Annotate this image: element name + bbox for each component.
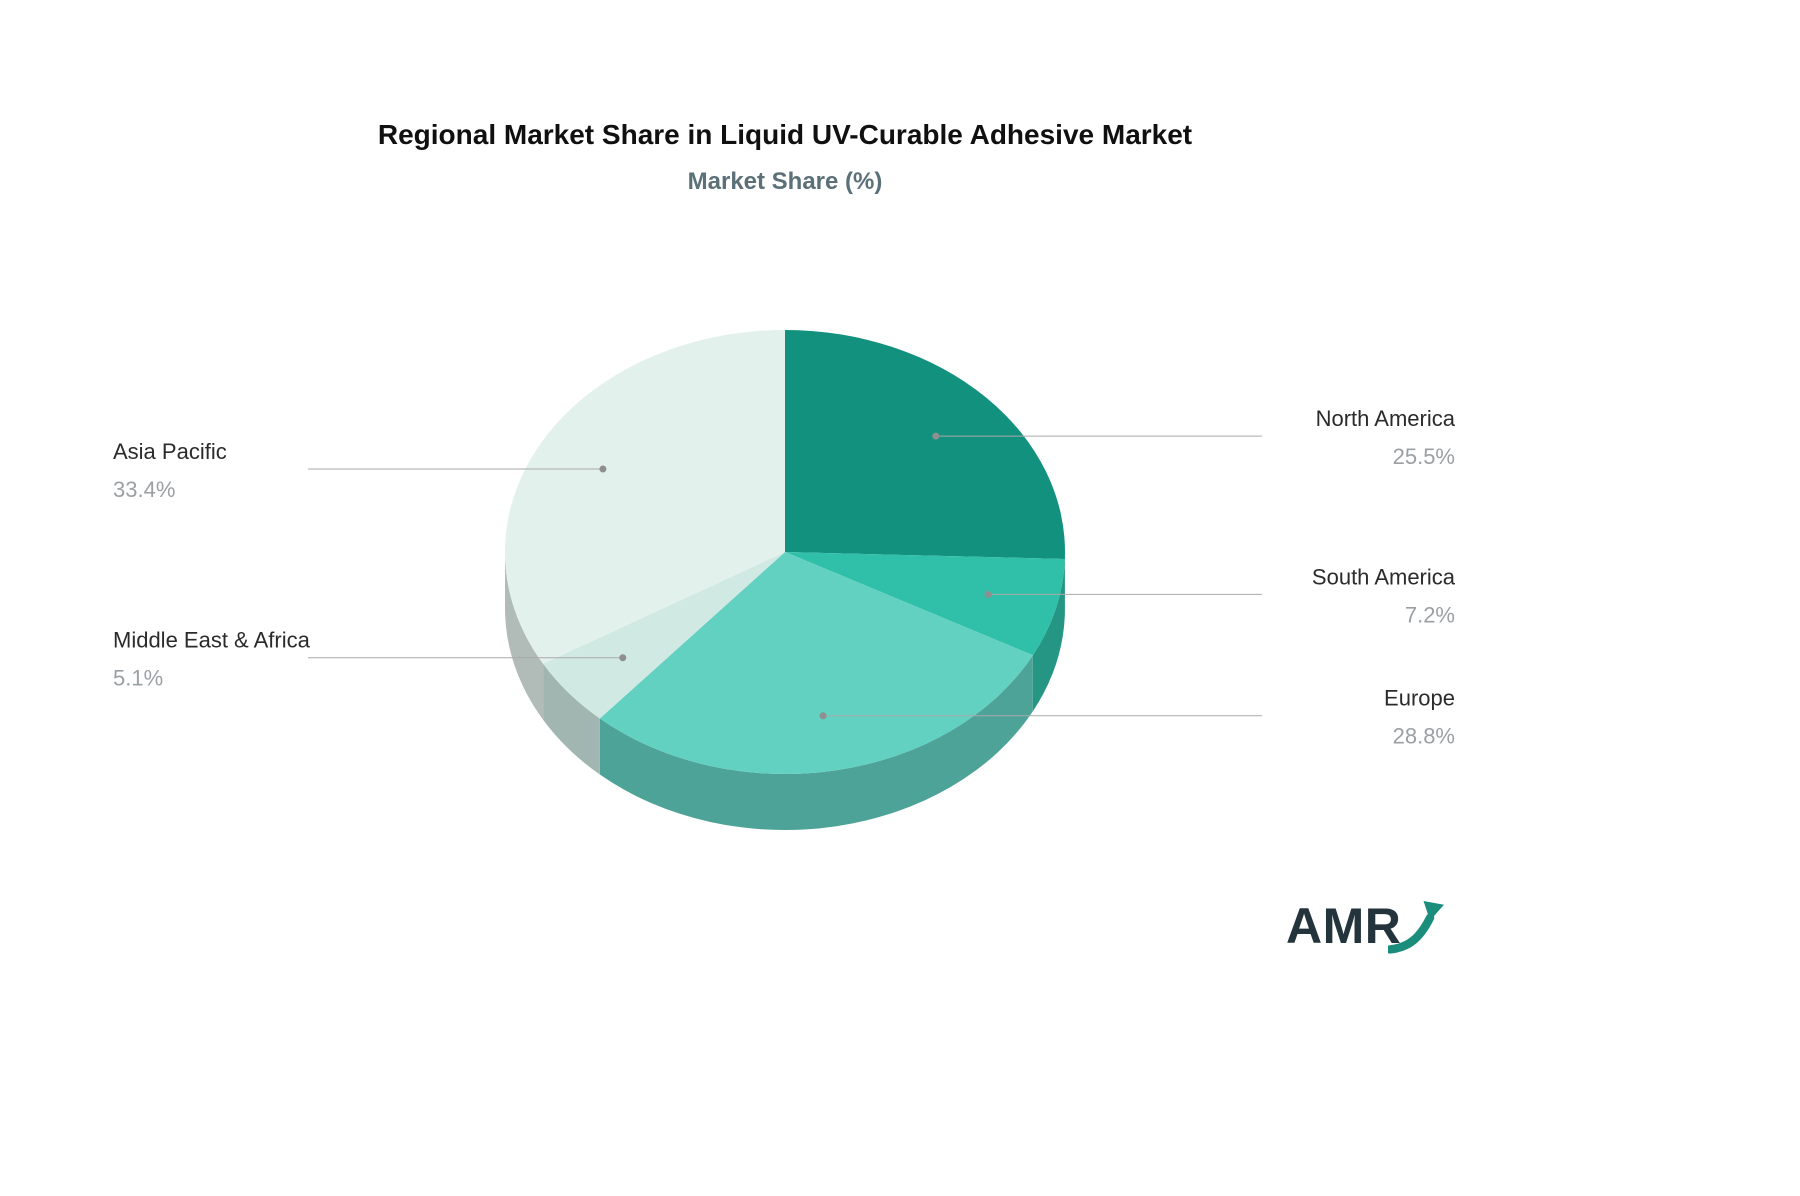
amr-logo-text: AMR — [1286, 898, 1402, 954]
slice-label-north-america: North America — [1316, 406, 1456, 431]
chart-title: Regional Market Share in Liquid UV-Curab… — [377, 119, 1193, 150]
slice-north-america[interactable] — [785, 330, 1065, 559]
chart-subtitle: Market Share (%) — [687, 168, 883, 195]
amr-logo: AMR — [1286, 901, 1446, 955]
leader-dot-asia-pacific — [599, 465, 607, 473]
slice-asia-pacific[interactable] — [505, 330, 785, 664]
leader-dot-middle-east-africa — [619, 654, 627, 662]
slice-south-america[interactable] — [785, 552, 1065, 656]
logo-arrow-icon — [1388, 901, 1445, 954]
leader-dot-north-america — [932, 432, 940, 440]
slice-label-south-america: South America — [1312, 564, 1456, 589]
slice-value-north-america: 25.5% — [1393, 444, 1455, 469]
slice-value-south-america: 7.2% — [1405, 602, 1455, 627]
slice-side-middle-east-africa — [543, 663, 600, 775]
leader-dot-europe — [819, 712, 827, 720]
slice-side-europe — [599, 655, 1033, 830]
slice-value-europe: 28.8% — [1393, 724, 1455, 749]
slice-label-europe: Europe — [1384, 686, 1455, 711]
logo-arrow-head — [1423, 901, 1445, 921]
slice-value-asia-pacific: 33.4% — [113, 477, 175, 502]
slice-value-middle-east-africa: 5.1% — [113, 666, 163, 691]
slice-europe[interactable] — [599, 552, 1033, 775]
slice-side-south-america — [1032, 558, 1065, 712]
leader-dot-south-america — [984, 590, 992, 598]
logo-arrow-path — [1388, 913, 1435, 954]
slice-label-asia-pacific: Asia Pacific — [113, 439, 227, 464]
slice-middle-east-africa[interactable] — [543, 552, 785, 719]
slice-side-asia-pacific — [505, 552, 544, 720]
slice-label-middle-east-africa: Middle East & Africa — [113, 628, 311, 653]
